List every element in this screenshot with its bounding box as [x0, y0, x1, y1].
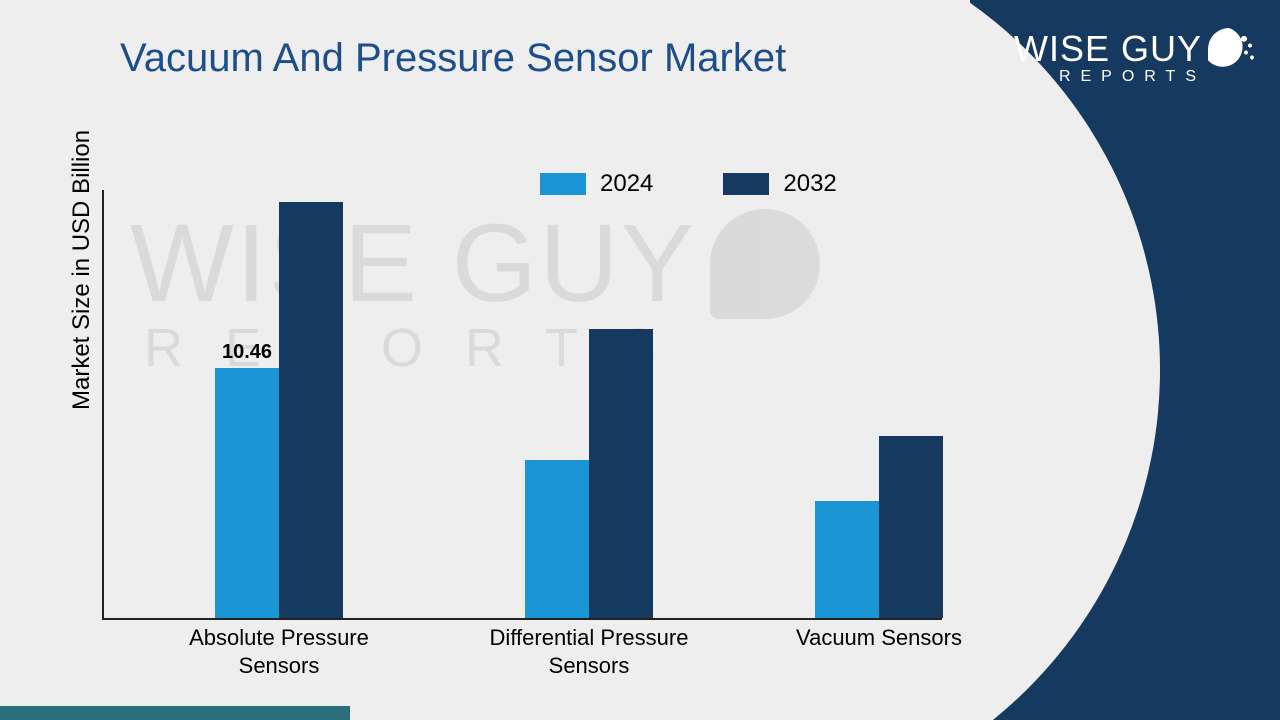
bar-group: Vacuum Sensors: [804, 436, 954, 618]
brand-head-icon: [1208, 28, 1250, 70]
legend: 2024 2032: [540, 170, 837, 198]
category-label: Absolute Pressure Sensors: [179, 618, 379, 679]
brand-main: WISE GUY: [1014, 28, 1202, 70]
bar: [525, 460, 589, 618]
category-label: Vacuum Sensors: [779, 618, 979, 652]
bar: [589, 329, 653, 618]
legend-label-2032: 2032: [783, 170, 836, 198]
y-axis-label: Market Size in USD Billion: [68, 130, 96, 410]
brand-sub: REPORTS: [1014, 68, 1250, 86]
bar-group: Differential Pressure Sensors: [514, 329, 664, 618]
bar: [879, 436, 943, 618]
chart-title: Vacuum And Pressure Sensor Market: [120, 36, 786, 81]
bar-group: 10.46Absolute Pressure Sensors: [204, 202, 354, 618]
legend-label-2024: 2024: [600, 170, 653, 198]
legend-item-2024: 2024: [540, 170, 653, 198]
category-label: Differential Pressure Sensors: [489, 618, 689, 679]
bar: 10.46: [215, 368, 279, 618]
legend-swatch-2024: [540, 173, 586, 195]
legend-item-2032: 2032: [723, 170, 836, 198]
canvas: WISE GUY REPORTS WISE GUY REPORTS Vacuum…: [0, 0, 1280, 720]
plot-area: 10.46Absolute Pressure Sensors Differenti…: [102, 190, 942, 620]
bar: [815, 501, 879, 618]
legend-swatch-2032: [723, 173, 769, 195]
brand: WISE GUY REPORTS: [1014, 28, 1250, 86]
footer-bar: [0, 706, 350, 720]
bar-value-label: 10.46: [222, 341, 272, 364]
bar: [279, 202, 343, 618]
